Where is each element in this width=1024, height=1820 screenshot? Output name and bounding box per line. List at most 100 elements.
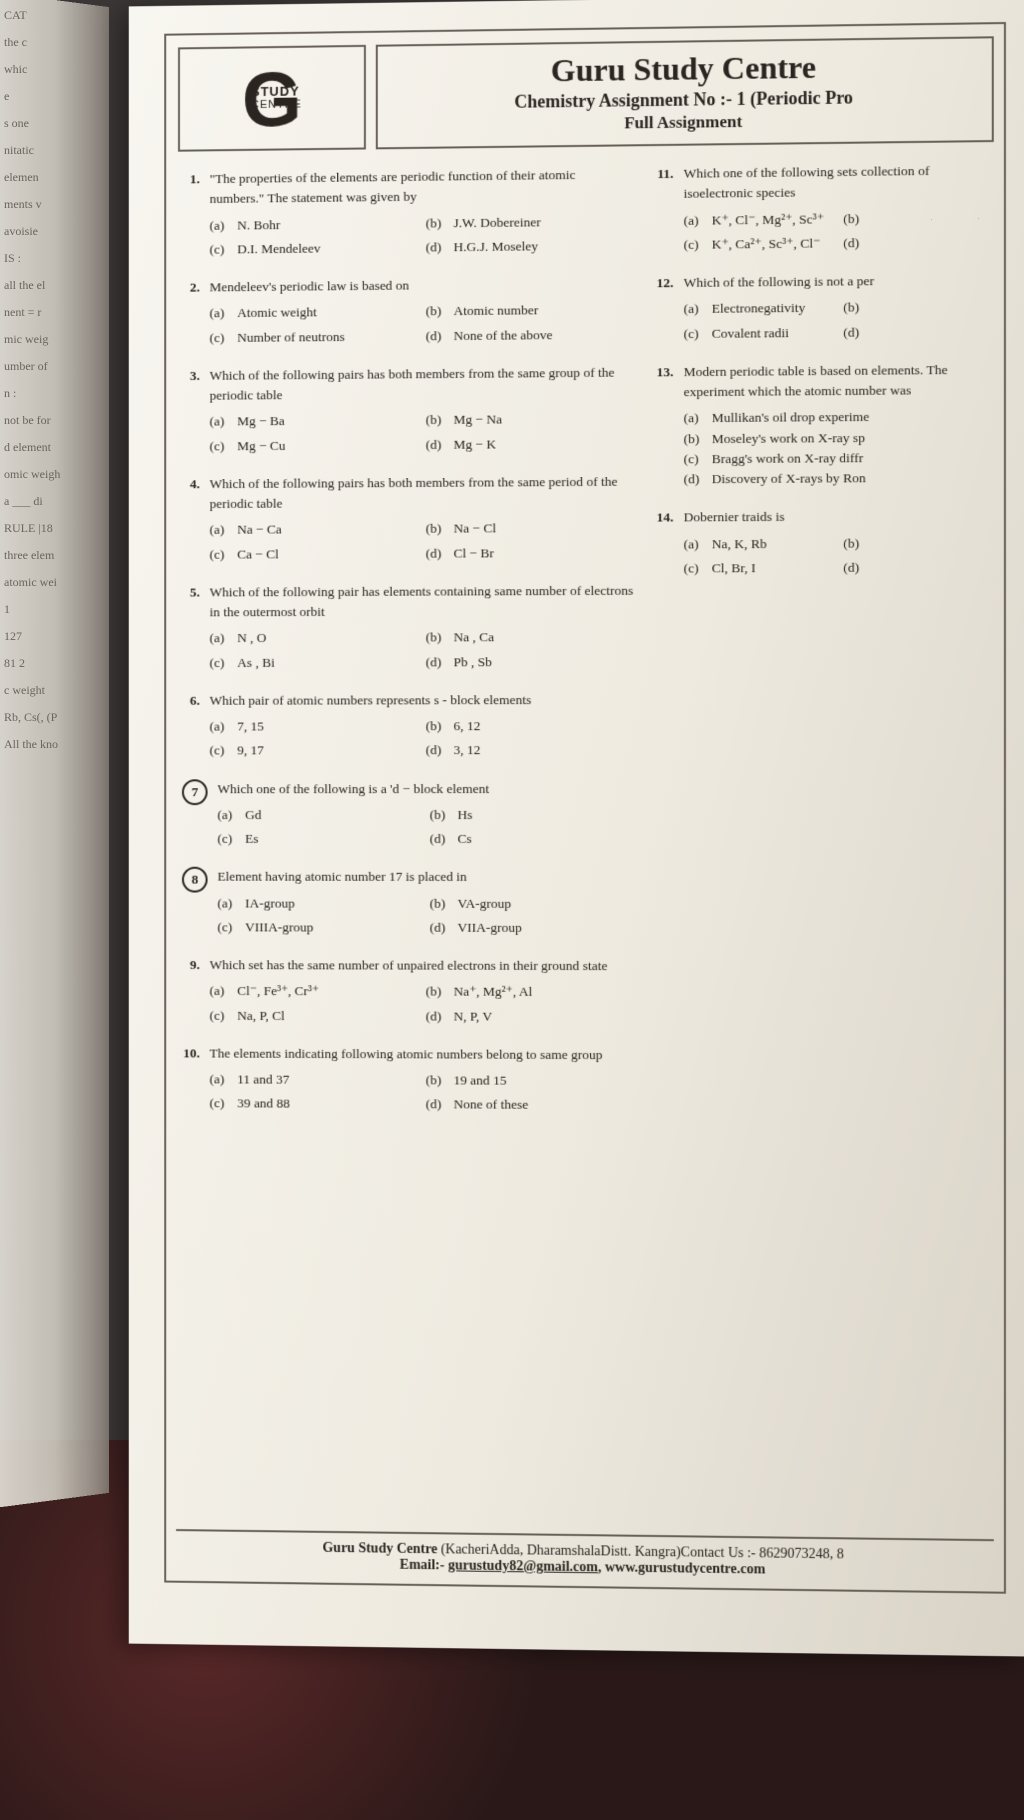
- option: (b)Mg − Na: [426, 409, 634, 431]
- option-text: Electronegativity: [712, 298, 806, 319]
- option-label: (c): [684, 323, 706, 343]
- option: (c)Mg − Cu: [210, 435, 416, 457]
- question-text: Which one of the following sets collecti…: [684, 160, 994, 204]
- margin-fragment: the c: [4, 35, 106, 50]
- option: (c)K⁺, Ca²⁺, Sc³⁺, Cl⁻: [684, 233, 834, 255]
- margin-fragment: nitatic: [4, 143, 106, 158]
- option-text: Atomic number: [454, 301, 539, 322]
- question-number: 6.: [178, 691, 200, 761]
- question-text: Mendeleev's periodic law is based on: [210, 273, 634, 297]
- option: (c)As , Bi: [210, 652, 416, 673]
- question: 9.Which set has the same number of unpai…: [178, 955, 633, 1027]
- footer-bar: Guru Study Centre (KacheriAdda, Dharamsh…: [176, 1529, 994, 1581]
- option-label: (a): [684, 299, 706, 319]
- option-label: (a): [210, 717, 232, 737]
- option-label: (d): [426, 434, 448, 454]
- option: (b) VA-group: [430, 893, 634, 914]
- option-label: (c): [210, 741, 232, 761]
- option-label: (b): [843, 298, 865, 319]
- option-label: (b): [426, 716, 448, 736]
- question-body: Mendeleev's periodic law is based on(a)A…: [210, 273, 634, 347]
- option-label: (a): [684, 408, 706, 428]
- option-label: (c): [210, 1094, 232, 1114]
- option: (c)39 and 88: [210, 1094, 416, 1115]
- options-grid: (a)Cl⁻, Fe³⁺, Cr³⁺(b)Na⁺, Mg²⁺, Al(c)Na,…: [210, 981, 634, 1027]
- option-text: Gd: [245, 805, 261, 825]
- option-text: Mg − Na: [454, 410, 503, 431]
- margin-fragment: c weight: [4, 683, 106, 698]
- option: (b)Na , Ca: [426, 627, 634, 648]
- option-text: VIIA-group: [458, 918, 522, 938]
- question-body: Which of the following pairs has both me…: [210, 471, 634, 564]
- margin-fragment: d element: [4, 440, 106, 455]
- option: (a)N. Bohr: [210, 213, 416, 235]
- margin-fragment: nent = r: [4, 305, 106, 320]
- option-label: (b): [430, 805, 452, 825]
- question-body: Which of the following pairs has both me…: [210, 362, 634, 456]
- option-text: 3, 12: [454, 740, 481, 760]
- option: (c)Bragg's work on X-ray diffr: [684, 447, 994, 469]
- question-body: Which one of the following is a 'd − blo…: [217, 778, 633, 849]
- option-label: (c): [210, 239, 232, 259]
- question-text: Which one of the following is a 'd − blo…: [217, 778, 633, 798]
- question-text: Modern periodic table is based on elemen…: [684, 359, 994, 402]
- option: (d)None of these: [426, 1095, 634, 1116]
- option-text: Cl − Br: [454, 543, 494, 563]
- option-label: (c): [684, 234, 706, 255]
- option: (d): [843, 321, 993, 343]
- option-text: Bragg's work on X-ray diffr: [712, 448, 864, 469]
- option: (a)Cl⁻, Fe³⁺, Cr³⁺: [210, 981, 416, 1002]
- option-label: (d): [426, 543, 448, 563]
- option-text: VIIIA-group: [245, 917, 313, 937]
- option-label: (a): [210, 520, 232, 540]
- option-text: Number of neutrons: [237, 327, 345, 348]
- option-label: (c): [210, 544, 232, 564]
- option: (b): [843, 532, 993, 553]
- option-label: (a): [210, 215, 232, 235]
- option: (a)11 and 37: [210, 1069, 416, 1090]
- option: (d): [843, 557, 993, 578]
- option-text: Na , Ca: [454, 628, 495, 648]
- margin-fragment: IS :: [4, 251, 106, 266]
- option-text: Atomic weight: [237, 303, 317, 324]
- option: (d)VIIA-group: [430, 918, 634, 939]
- option-text: VA-group: [458, 893, 512, 913]
- option-label: (a): [684, 534, 706, 554]
- option-label: (b): [430, 893, 452, 913]
- margin-fragment: RULE |18: [4, 521, 106, 536]
- question-number: 2.: [178, 278, 200, 348]
- margin-fragment: e: [4, 89, 106, 104]
- option-label: (c): [217, 829, 239, 849]
- option: (d) 3, 12: [426, 740, 634, 761]
- question-number: 9.: [178, 955, 200, 1025]
- option-label: (a): [217, 893, 239, 913]
- option-text: Mg − Cu: [237, 435, 285, 455]
- footer-org: Guru Study Centre: [322, 1541, 440, 1557]
- option-label: (c): [210, 1005, 232, 1025]
- option-label: (d): [426, 740, 448, 760]
- option-label: (c): [210, 328, 232, 348]
- option: (c)Cl, Br, I: [684, 558, 834, 579]
- margin-fragment: ments v: [4, 197, 106, 212]
- option-label: (d): [430, 829, 452, 849]
- option: (b): [843, 296, 993, 318]
- option-label: (d): [426, 326, 448, 346]
- option: (b)Moseley's work on X-ray sp: [684, 427, 994, 449]
- question-number: 8: [178, 867, 208, 937]
- question-body: The elements indicating following atomic…: [210, 1043, 634, 1115]
- options-grid: (a)Na, K, Rb(b)(c)Cl, Br, I(d): [684, 532, 994, 578]
- options-grid: (a)Electronegativity(b)(c)Covalent radii…: [684, 296, 994, 343]
- options-grid: (a)Na − Ca(b)Na − Cl(c)Ca − Cl(d)Cl − Br: [210, 518, 634, 564]
- option: (b): [843, 207, 993, 229]
- right-column: 11.Which one of the following sets colle…: [651, 160, 993, 1136]
- option-text: D.I. Mendeleev: [237, 238, 320, 259]
- margin-fragment: omic weigh: [4, 467, 106, 482]
- option-label: (a): [210, 1069, 232, 1089]
- option-label: (b): [426, 301, 448, 321]
- option-text: Cs: [458, 829, 472, 849]
- option-text: Discovery of X-rays by Ron: [712, 468, 866, 489]
- option-label: (b): [426, 519, 448, 539]
- question: 7 Which one of the following is a 'd − bl…: [178, 778, 633, 849]
- options-grid: (a)Atomic weight(b)Atomic number(c)Numbe…: [210, 300, 634, 348]
- question-number: 7: [178, 779, 208, 849]
